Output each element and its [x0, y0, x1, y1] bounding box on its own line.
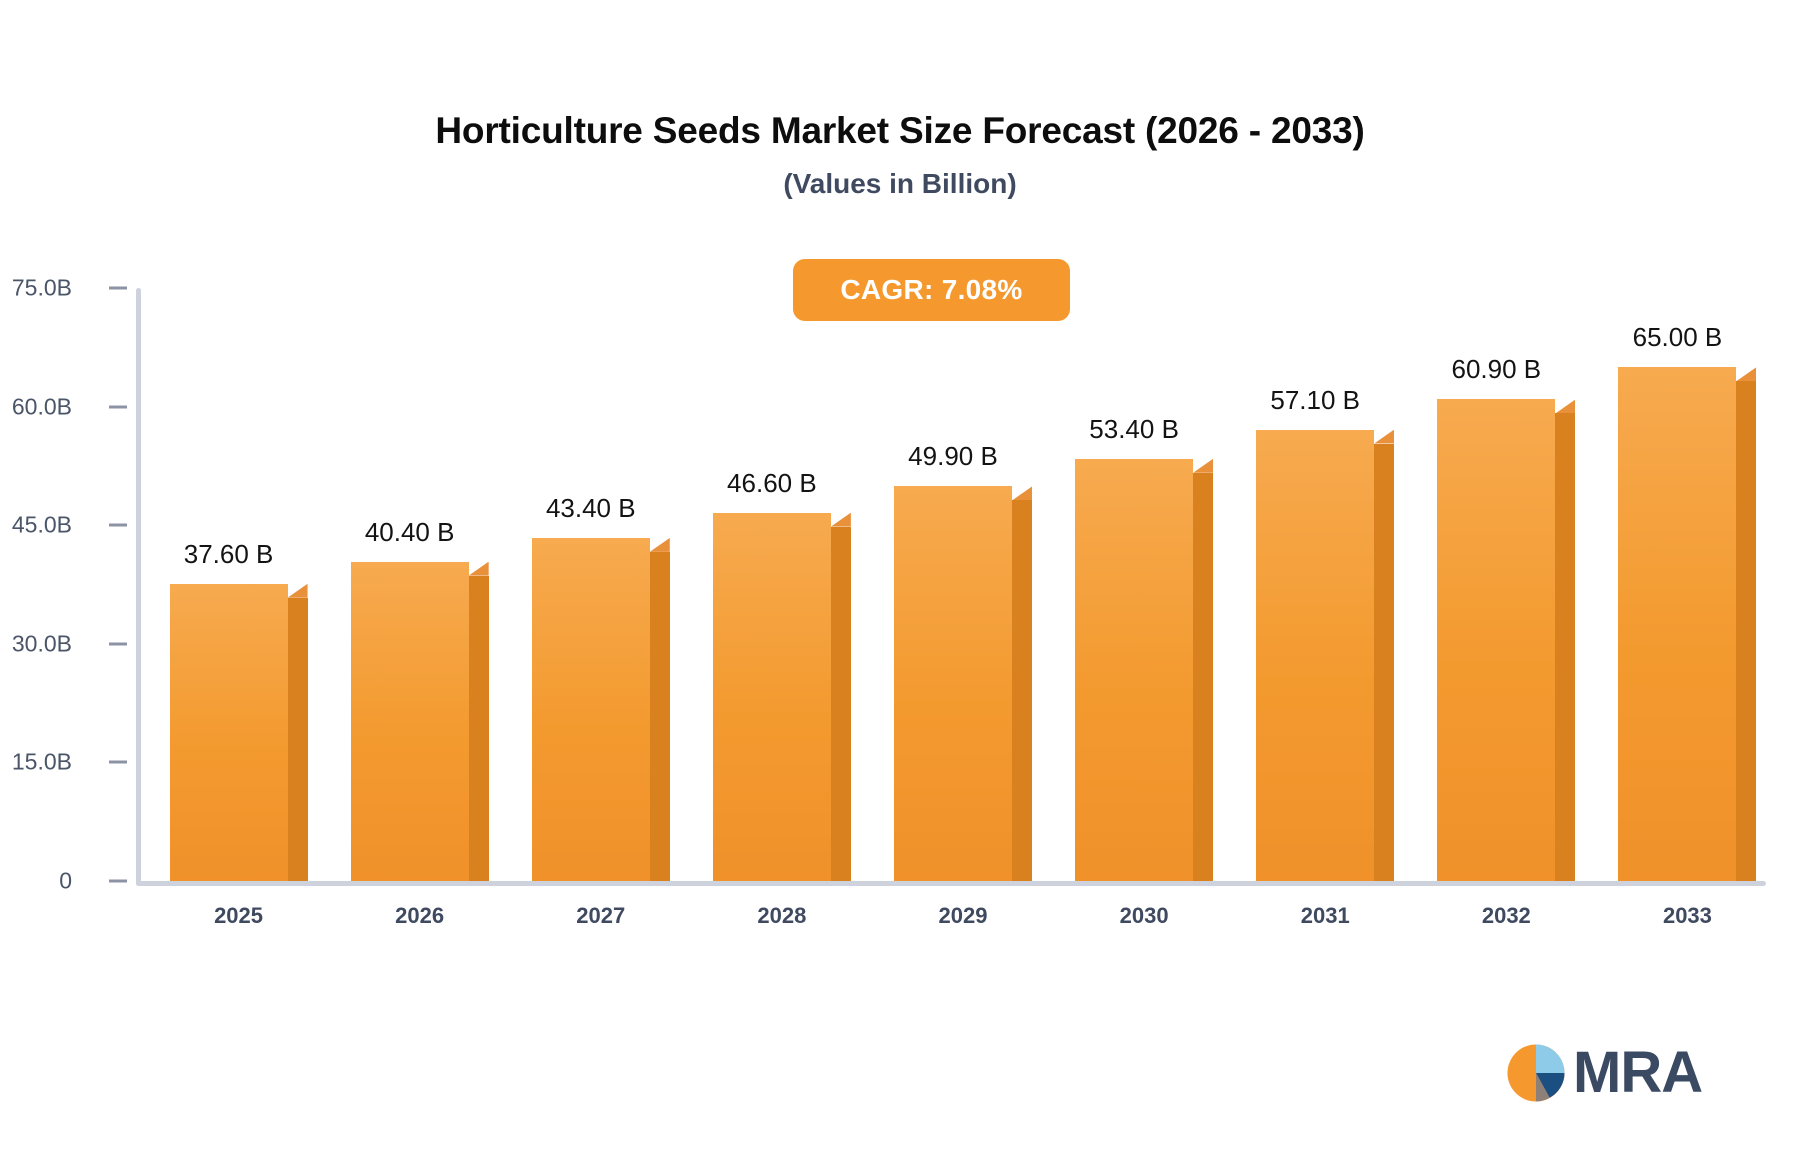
bar-top-face	[1555, 399, 1576, 414]
bar-value-label: 37.60 B	[183, 538, 274, 569]
x-axis-label: 2028	[757, 903, 807, 928]
bar-side-face	[1193, 472, 1214, 881]
bar-side-face	[1736, 381, 1757, 881]
bar-side-face	[1012, 500, 1032, 881]
x-axis-label: 2031	[1300, 903, 1350, 928]
cagr-badge: CAGR: 7.08%	[793, 259, 1070, 321]
y-axis-tick-mark	[109, 405, 127, 409]
x-axis-label: 2027	[576, 903, 626, 928]
pie-chart-logo-mark-icon	[1507, 1044, 1565, 1102]
x-axis-line	[136, 881, 1766, 886]
bar-value-label: 46.60 B	[727, 467, 817, 498]
bar-value-label: 49.90 B	[908, 441, 998, 472]
y-axis-tick-label: 15.0B	[11, 748, 72, 775]
bar[interactable]	[1618, 367, 1757, 881]
bar-value-label: 57.10 B	[1270, 384, 1361, 415]
y-axis-tick-mark	[109, 760, 127, 764]
bar-front-face	[894, 486, 1012, 881]
bar-front-face	[169, 583, 288, 881]
bar-value-label: 65.00 B	[1632, 322, 1723, 353]
bar-top-face	[1193, 458, 1214, 473]
page-title: Horticulture Seeds Market Size Forecast …	[435, 110, 1365, 151]
y-axis-tick-label: 75.0B	[11, 274, 72, 301]
bar-front-face	[712, 512, 831, 881]
x-axis-label: 2026	[395, 903, 445, 928]
cagr-badge-label: CAGR: 7.08%	[840, 274, 1023, 305]
logo: MRA	[1505, 1040, 1703, 1105]
bar[interactable]	[894, 486, 1032, 881]
bar[interactable]	[169, 583, 308, 881]
bar-value-label: 43.40 B	[545, 492, 636, 523]
bar[interactable]	[350, 561, 489, 881]
bar-side-face	[830, 526, 851, 881]
bar-top-face	[830, 512, 851, 527]
bar-side-face	[287, 597, 308, 881]
bar-front-face	[1075, 458, 1194, 881]
bar-value-label: 53.40 B	[1089, 413, 1179, 444]
y-axis-tick-mark	[109, 879, 127, 883]
bar-top-face	[468, 561, 489, 576]
plot-area: 0 15.0B 30.0B 45.0B 60.0B 75.0B 37.60 B 40.40 …	[12, 275, 1766, 894]
x-axis-label: 2032	[1481, 903, 1531, 928]
bar-front-face	[350, 561, 469, 881]
bar-front-face	[1618, 367, 1737, 881]
logo-text: MRA	[1573, 1040, 1703, 1105]
bar-side-face	[1374, 443, 1395, 881]
bar[interactable]	[1075, 458, 1214, 881]
x-axis-label: 2029	[938, 903, 988, 928]
bar-top-face	[649, 537, 670, 552]
bar-front-face	[531, 537, 650, 881]
x-axis-label: 2033	[1662, 903, 1712, 928]
bar-top-face	[1012, 486, 1032, 501]
x-axis-label: 2030	[1119, 903, 1169, 928]
bar[interactable]	[712, 512, 851, 881]
bar-front-face	[1437, 399, 1556, 881]
bar[interactable]	[1256, 429, 1395, 881]
bar-top-face	[287, 583, 308, 598]
y-axis-tick-mark	[109, 523, 127, 527]
bar[interactable]	[531, 537, 670, 881]
bar-value-label: 60.90 B	[1451, 354, 1542, 385]
bar-value-label: 40.40 B	[364, 516, 455, 547]
y-axis-tick-label: 45.0B	[11, 511, 72, 538]
bar-side-face	[468, 575, 489, 881]
bar-top-face	[1374, 429, 1395, 444]
y-axis-tick-mark	[109, 642, 127, 646]
y-axis-tick-label: 0	[59, 867, 72, 894]
bar-side-face	[649, 551, 670, 881]
x-axis-label: 2025	[214, 903, 264, 928]
bar-top-face	[1736, 367, 1757, 382]
bar-front-face	[1256, 429, 1375, 881]
y-axis-tick-mark	[109, 286, 127, 290]
bar[interactable]	[1437, 399, 1576, 881]
chart-subtitle: (Values in Billion)	[783, 168, 1017, 199]
y-axis-line	[136, 288, 141, 886]
y-axis-tick-label: 60.0B	[11, 393, 72, 420]
y-axis-tick-label: 30.0B	[11, 630, 72, 657]
bar-side-face	[1555, 413, 1576, 881]
